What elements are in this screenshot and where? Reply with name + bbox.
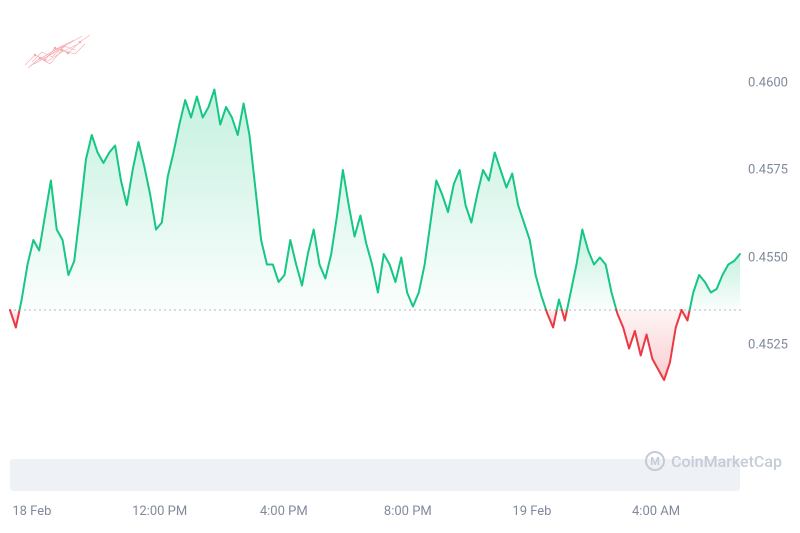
watermark: M CoinMarketCap (645, 451, 782, 471)
volume-area (10, 459, 740, 491)
y-axis-label: 0.4600 (748, 75, 788, 90)
x-axis-label: 18 Feb (12, 504, 51, 519)
x-axis-label: 19 Feb (512, 504, 551, 519)
x-axis-label: 8:00 PM (384, 504, 432, 519)
watermark-text: CoinMarketCap (671, 452, 782, 471)
y-axis-label: 0.4525 (748, 338, 788, 353)
x-axis-label: 4:00 PM (260, 504, 308, 519)
y-axis-label: 0.4550 (748, 250, 788, 265)
x-axis-label: 4:00 AM (632, 504, 680, 519)
price-chart-container: 0.4600 0.4575 0.4550 0.4525 18 Feb 12:00 PM 4… (0, 0, 800, 533)
coinmarketcap-icon: M (645, 451, 665, 471)
x-axis-label: 12:00 PM (132, 504, 187, 519)
y-axis-label: 0.4575 (748, 163, 788, 178)
